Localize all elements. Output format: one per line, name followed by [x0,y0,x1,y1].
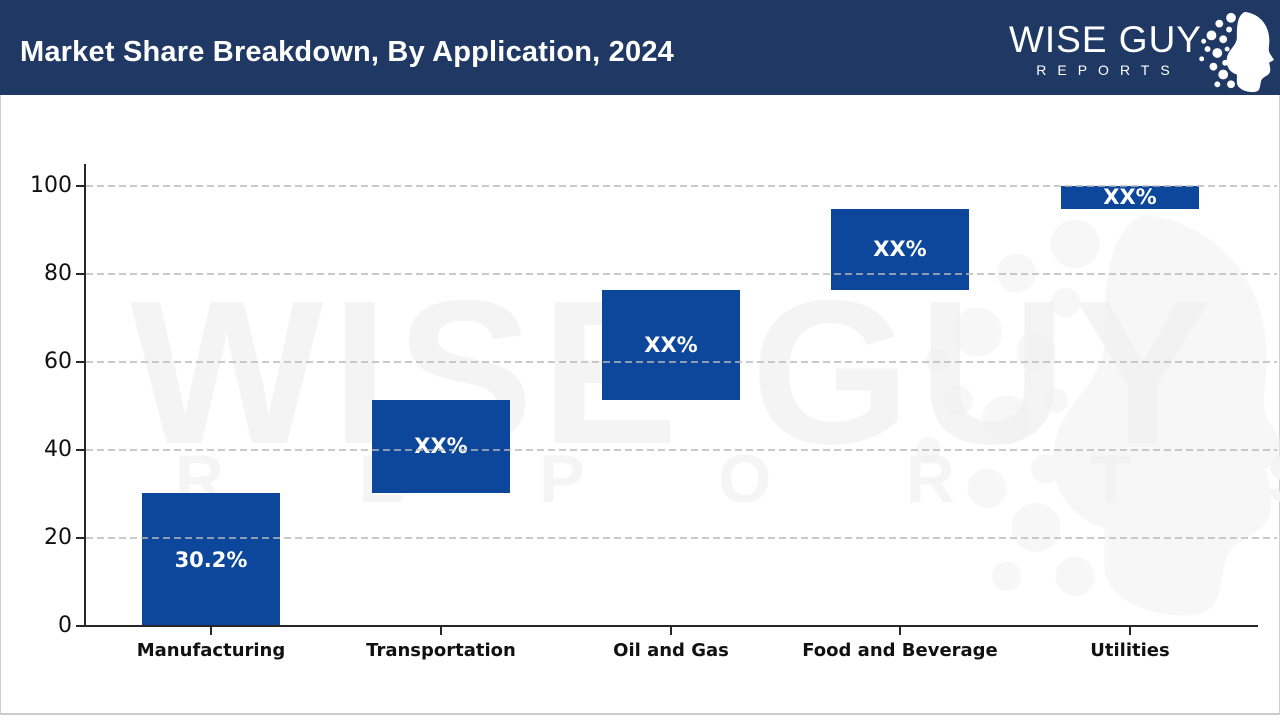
bar-value-label: 30.2% [174,547,248,572]
y-tick-label: 0 [58,613,72,638]
y-axis-tick [76,185,84,187]
y-tick-label: 60 [44,349,72,374]
bar-transportation: XX% [372,399,510,494]
header-bar: Market Share Breakdown, By Application, … [0,0,1280,95]
gridline-100 [86,185,1277,187]
bar-value-label: XX% [414,434,468,459]
logo-text: WISE GUY REPORTS [1008,19,1202,79]
x-axis-tick [210,626,212,635]
y-axis-tick [76,361,84,363]
gridline-20 [86,537,1277,539]
bar-food-and-beverage: XX% [831,208,969,290]
bar-manufacturing: 30.2% [142,493,280,626]
gridline-80 [86,273,1277,275]
logo-brand-text: WISE GUY [1008,19,1202,60]
y-axis-line [84,164,86,627]
logo-reports-text: REPORTS [1036,62,1181,78]
x-tick-label: Oil and Gas [613,640,729,661]
y-axis-tick [76,537,84,539]
y-tick-label: 80 [44,261,72,286]
x-tick-label: Food and Beverage [802,640,998,661]
x-tick-label: Manufacturing [136,640,286,661]
gridline-40 [86,449,1277,451]
x-tick-label: Utilities [1090,640,1170,661]
logo-head-icon [1199,11,1275,93]
x-tick-label: Transportation [366,640,516,661]
x-axis-tick [440,626,442,635]
bar-value-label: XX% [644,332,698,357]
wiseguy-logo: WISE GUY REPORTS [1009,4,1275,93]
y-axis-tick [76,449,84,451]
bar-oil-and-gas: XX% [602,289,740,400]
y-tick-label: 40 [44,437,72,462]
x-axis-tick [670,626,672,635]
y-axis-tick [76,625,84,627]
y-tick-label: 100 [30,173,72,198]
y-tick-label: 20 [44,525,72,550]
bar-utilities: XX% [1061,185,1199,210]
x-axis-tick [899,626,901,635]
y-axis-tick [76,273,84,275]
bar-value-label: XX% [873,237,927,262]
gridline-60 [86,361,1277,363]
bar-value-label: XX% [1103,185,1157,210]
page-title: Market Share Breakdown, By Application, … [20,36,674,68]
x-axis-tick [1129,626,1131,635]
